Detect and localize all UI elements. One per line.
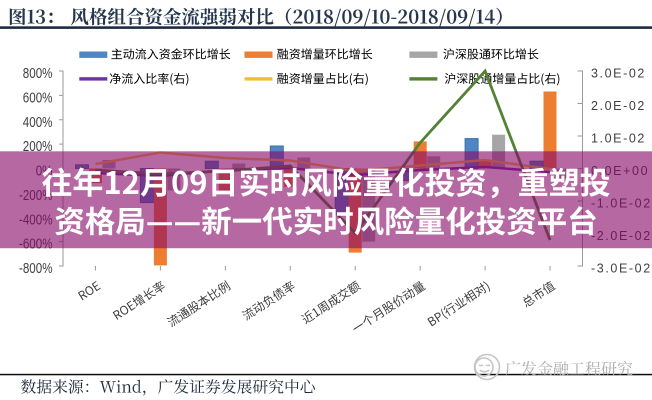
svg-text:2.0E-02: 2.0E-02	[591, 99, 646, 113]
svg-text:800%: 800%	[23, 66, 53, 82]
svg-text:1.0E-02: 1.0E-02	[591, 132, 646, 146]
svg-text:-800%: -800%	[19, 261, 53, 277]
svg-text:-3.0E-02: -3.0E-02	[591, 262, 652, 276]
svg-text:3.0E-02: 3.0E-02	[591, 67, 646, 81]
svg-text:600%: 600%	[23, 90, 53, 106]
svg-text:400%: 400%	[23, 115, 53, 131]
svg-text:200%: 200%	[23, 139, 53, 155]
